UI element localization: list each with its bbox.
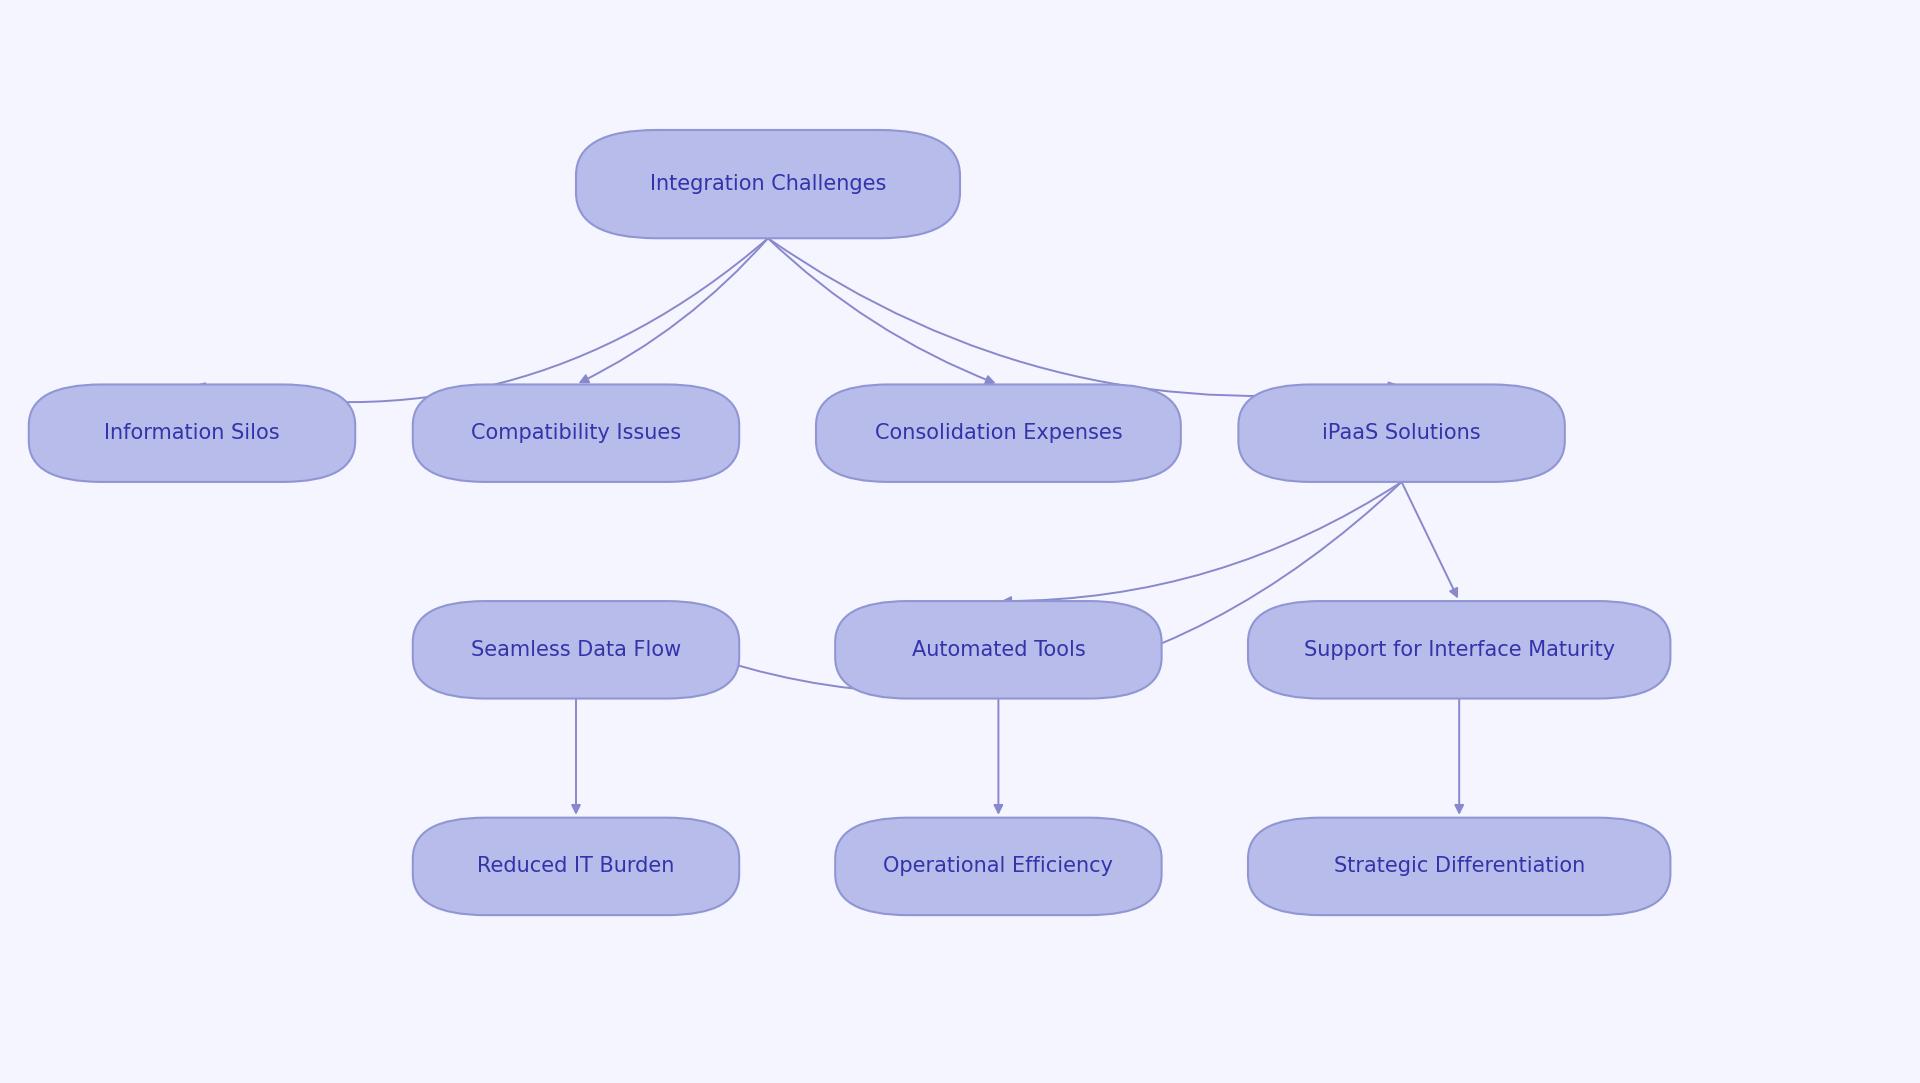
Text: Compatibility Issues: Compatibility Issues [470,423,682,443]
Text: Integration Challenges: Integration Challenges [649,174,887,194]
FancyBboxPatch shape [576,130,960,238]
FancyBboxPatch shape [413,818,739,915]
Text: Reduced IT Burden: Reduced IT Burden [478,857,674,876]
FancyBboxPatch shape [835,601,1162,699]
FancyBboxPatch shape [835,818,1162,915]
Text: Consolidation Expenses: Consolidation Expenses [876,423,1121,443]
FancyBboxPatch shape [29,384,355,482]
Text: Support for Interface Maturity: Support for Interface Maturity [1304,640,1615,660]
FancyBboxPatch shape [1248,601,1670,699]
Text: Operational Efficiency: Operational Efficiency [883,857,1114,876]
FancyBboxPatch shape [413,384,739,482]
Text: Information Silos: Information Silos [104,423,280,443]
FancyBboxPatch shape [816,384,1181,482]
FancyBboxPatch shape [1248,818,1670,915]
Text: iPaaS Solutions: iPaaS Solutions [1323,423,1480,443]
FancyBboxPatch shape [413,601,739,699]
Text: Seamless Data Flow: Seamless Data Flow [470,640,682,660]
Text: Strategic Differentiation: Strategic Differentiation [1334,857,1584,876]
FancyBboxPatch shape [1238,384,1565,482]
Text: Automated Tools: Automated Tools [912,640,1085,660]
